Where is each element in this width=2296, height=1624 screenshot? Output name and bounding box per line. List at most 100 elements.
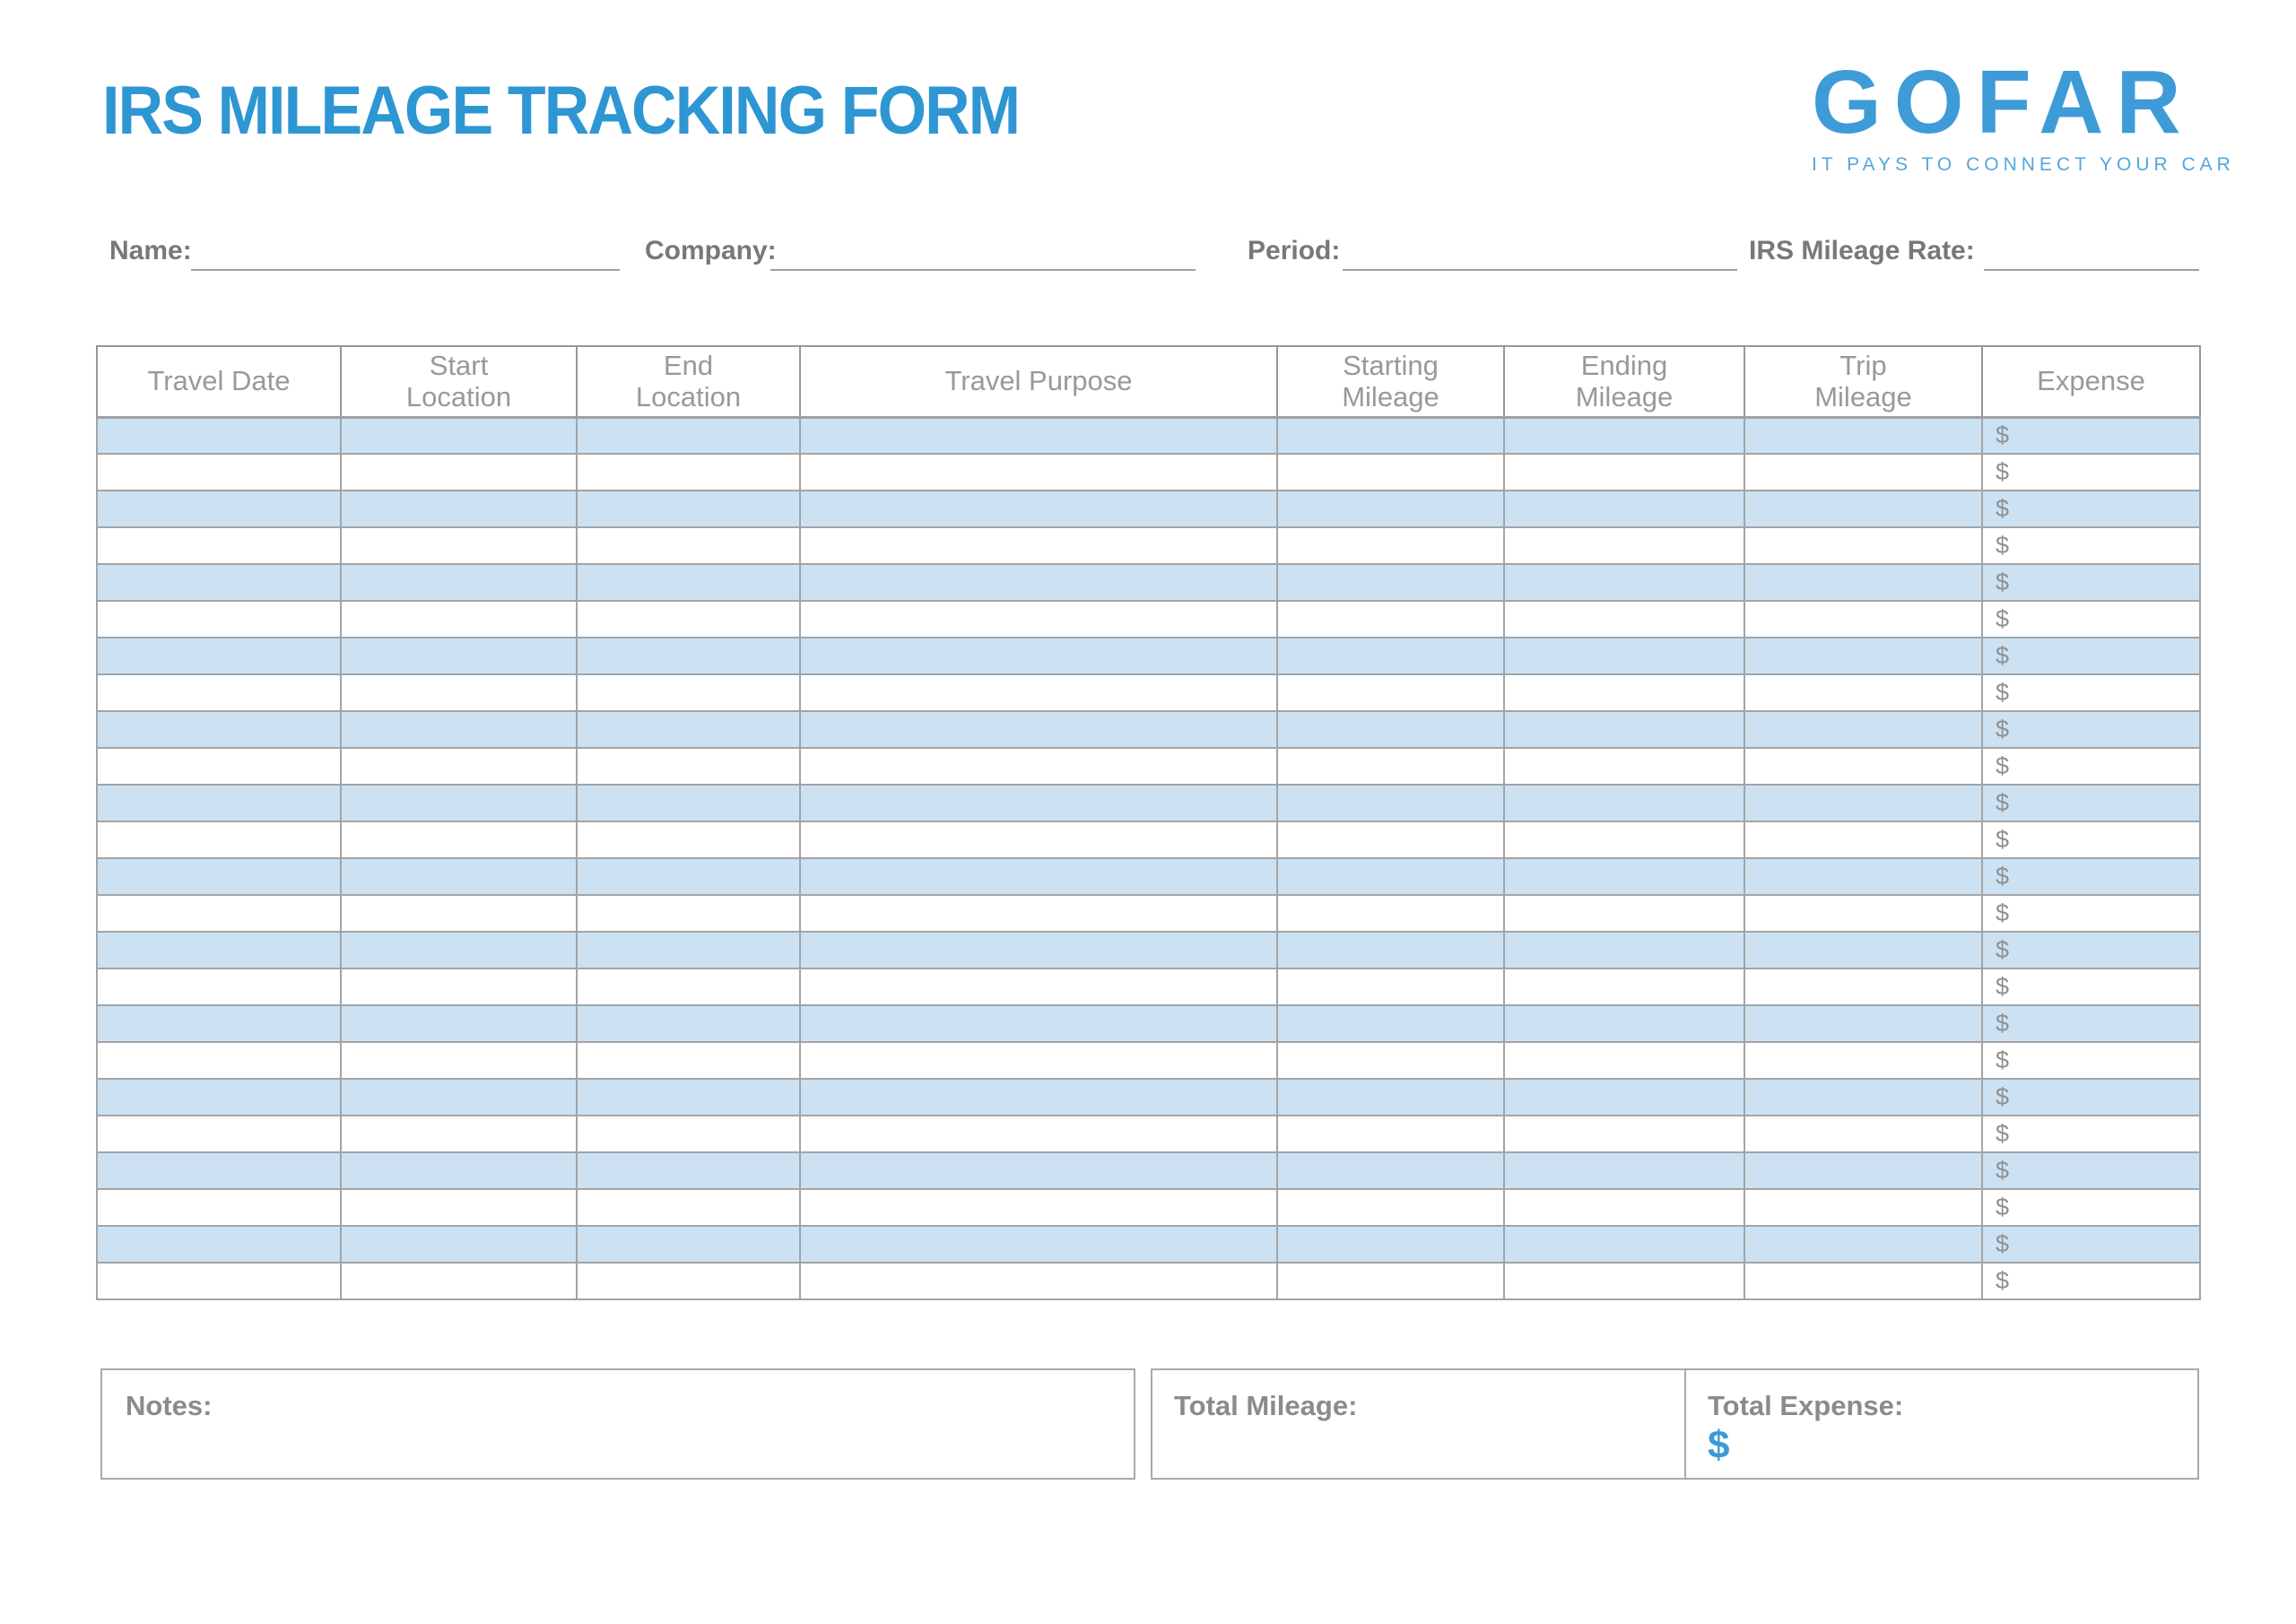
cell-travel-purpose[interactable]	[799, 526, 1278, 565]
cell-trip-mileage[interactable]	[1744, 490, 1983, 528]
cell-start-location[interactable]	[340, 1041, 578, 1080]
cell-ending-mileage[interactable]	[1503, 857, 1745, 896]
cell-start-location[interactable]	[340, 710, 578, 749]
cell-end-location[interactable]	[576, 1262, 801, 1300]
cell-travel-date[interactable]	[96, 490, 342, 528]
cell-starting-mileage[interactable]	[1276, 1188, 1505, 1227]
cell-travel-purpose[interactable]	[799, 1078, 1278, 1116]
cell-starting-mileage[interactable]	[1276, 931, 1505, 969]
cell-travel-purpose[interactable]	[799, 600, 1278, 638]
cell-end-location[interactable]	[576, 784, 801, 822]
cell-end-location[interactable]	[576, 600, 801, 638]
cell-travel-date[interactable]	[96, 526, 342, 565]
cell-start-location[interactable]	[340, 821, 578, 859]
cell-travel-date[interactable]	[96, 931, 342, 969]
cell-ending-mileage[interactable]	[1503, 673, 1745, 712]
period-input-line[interactable]	[1343, 240, 1737, 271]
cell-trip-mileage[interactable]	[1744, 637, 1983, 675]
cell-expense[interactable]: $	[1981, 416, 2201, 455]
cell-end-location[interactable]	[576, 821, 801, 859]
cell-start-location[interactable]	[340, 931, 578, 969]
cell-trip-mileage[interactable]	[1744, 1115, 1983, 1153]
cell-trip-mileage[interactable]	[1744, 931, 1983, 969]
cell-trip-mileage[interactable]	[1744, 1188, 1983, 1227]
cell-travel-purpose[interactable]	[799, 563, 1278, 602]
cell-end-location[interactable]	[576, 453, 801, 491]
cell-trip-mileage[interactable]	[1744, 747, 1983, 786]
cell-end-location[interactable]	[576, 857, 801, 896]
cell-travel-purpose[interactable]	[799, 710, 1278, 749]
cell-starting-mileage[interactable]	[1276, 637, 1505, 675]
cell-trip-mileage[interactable]	[1744, 784, 1983, 822]
cell-starting-mileage[interactable]	[1276, 416, 1505, 455]
cell-start-location[interactable]	[340, 1262, 578, 1300]
cell-travel-purpose[interactable]	[799, 416, 1278, 455]
cell-end-location[interactable]	[576, 416, 801, 455]
cell-travel-purpose[interactable]	[799, 784, 1278, 822]
company-input-line[interactable]	[770, 240, 1196, 271]
cell-travel-date[interactable]	[96, 600, 342, 638]
cell-starting-mileage[interactable]	[1276, 894, 1505, 933]
cell-start-location[interactable]	[340, 968, 578, 1006]
cell-end-location[interactable]	[576, 968, 801, 1006]
cell-travel-date[interactable]	[96, 673, 342, 712]
cell-end-location[interactable]	[576, 1151, 801, 1190]
cell-trip-mileage[interactable]	[1744, 1041, 1983, 1080]
cell-ending-mileage[interactable]	[1503, 453, 1745, 491]
cell-travel-date[interactable]	[96, 1041, 342, 1080]
cell-end-location[interactable]	[576, 747, 801, 786]
cell-travel-purpose[interactable]	[799, 894, 1278, 933]
cell-ending-mileage[interactable]	[1503, 710, 1745, 749]
cell-expense[interactable]: $	[1981, 710, 2201, 749]
cell-end-location[interactable]	[576, 1004, 801, 1043]
cell-start-location[interactable]	[340, 416, 578, 455]
cell-travel-date[interactable]	[96, 637, 342, 675]
cell-starting-mileage[interactable]	[1276, 1115, 1505, 1153]
cell-expense[interactable]: $	[1981, 1262, 2201, 1300]
cell-trip-mileage[interactable]	[1744, 1151, 1983, 1190]
cell-trip-mileage[interactable]	[1744, 416, 1983, 455]
cell-travel-date[interactable]	[96, 1115, 342, 1153]
cell-travel-purpose[interactable]	[799, 1188, 1278, 1227]
cell-travel-purpose[interactable]	[799, 1004, 1278, 1043]
notes-box[interactable]: Notes:	[100, 1368, 1135, 1480]
cell-end-location[interactable]	[576, 1041, 801, 1080]
cell-starting-mileage[interactable]	[1276, 1225, 1505, 1264]
cell-end-location[interactable]	[576, 1115, 801, 1153]
cell-expense[interactable]: $	[1981, 1151, 2201, 1190]
cell-start-location[interactable]	[340, 490, 578, 528]
cell-starting-mileage[interactable]	[1276, 490, 1505, 528]
cell-trip-mileage[interactable]	[1744, 1078, 1983, 1116]
cell-expense[interactable]: $	[1981, 1188, 2201, 1227]
cell-ending-mileage[interactable]	[1503, 821, 1745, 859]
cell-travel-purpose[interactable]	[799, 931, 1278, 969]
cell-end-location[interactable]	[576, 563, 801, 602]
cell-expense[interactable]: $	[1981, 1078, 2201, 1116]
cell-start-location[interactable]	[340, 526, 578, 565]
cell-end-location[interactable]	[576, 637, 801, 675]
cell-travel-purpose[interactable]	[799, 1262, 1278, 1300]
cell-travel-purpose[interactable]	[799, 453, 1278, 491]
cell-expense[interactable]: $	[1981, 526, 2201, 565]
cell-start-location[interactable]	[340, 1115, 578, 1153]
cell-travel-purpose[interactable]	[799, 821, 1278, 859]
cell-expense[interactable]: $	[1981, 747, 2201, 786]
cell-ending-mileage[interactable]	[1503, 1004, 1745, 1043]
cell-starting-mileage[interactable]	[1276, 526, 1505, 565]
cell-starting-mileage[interactable]	[1276, 1151, 1505, 1190]
cell-expense[interactable]: $	[1981, 600, 2201, 638]
cell-start-location[interactable]	[340, 1078, 578, 1116]
cell-start-location[interactable]	[340, 637, 578, 675]
cell-start-location[interactable]	[340, 1188, 578, 1227]
cell-start-location[interactable]	[340, 747, 578, 786]
cell-trip-mileage[interactable]	[1744, 1225, 1983, 1264]
cell-expense[interactable]: $	[1981, 857, 2201, 896]
cell-travel-date[interactable]	[96, 453, 342, 491]
cell-trip-mileage[interactable]	[1744, 526, 1983, 565]
cell-travel-date[interactable]	[96, 416, 342, 455]
cell-travel-date[interactable]	[96, 1225, 342, 1264]
cell-starting-mileage[interactable]	[1276, 1262, 1505, 1300]
cell-travel-purpose[interactable]	[799, 1041, 1278, 1080]
cell-start-location[interactable]	[340, 1225, 578, 1264]
cell-starting-mileage[interactable]	[1276, 1041, 1505, 1080]
